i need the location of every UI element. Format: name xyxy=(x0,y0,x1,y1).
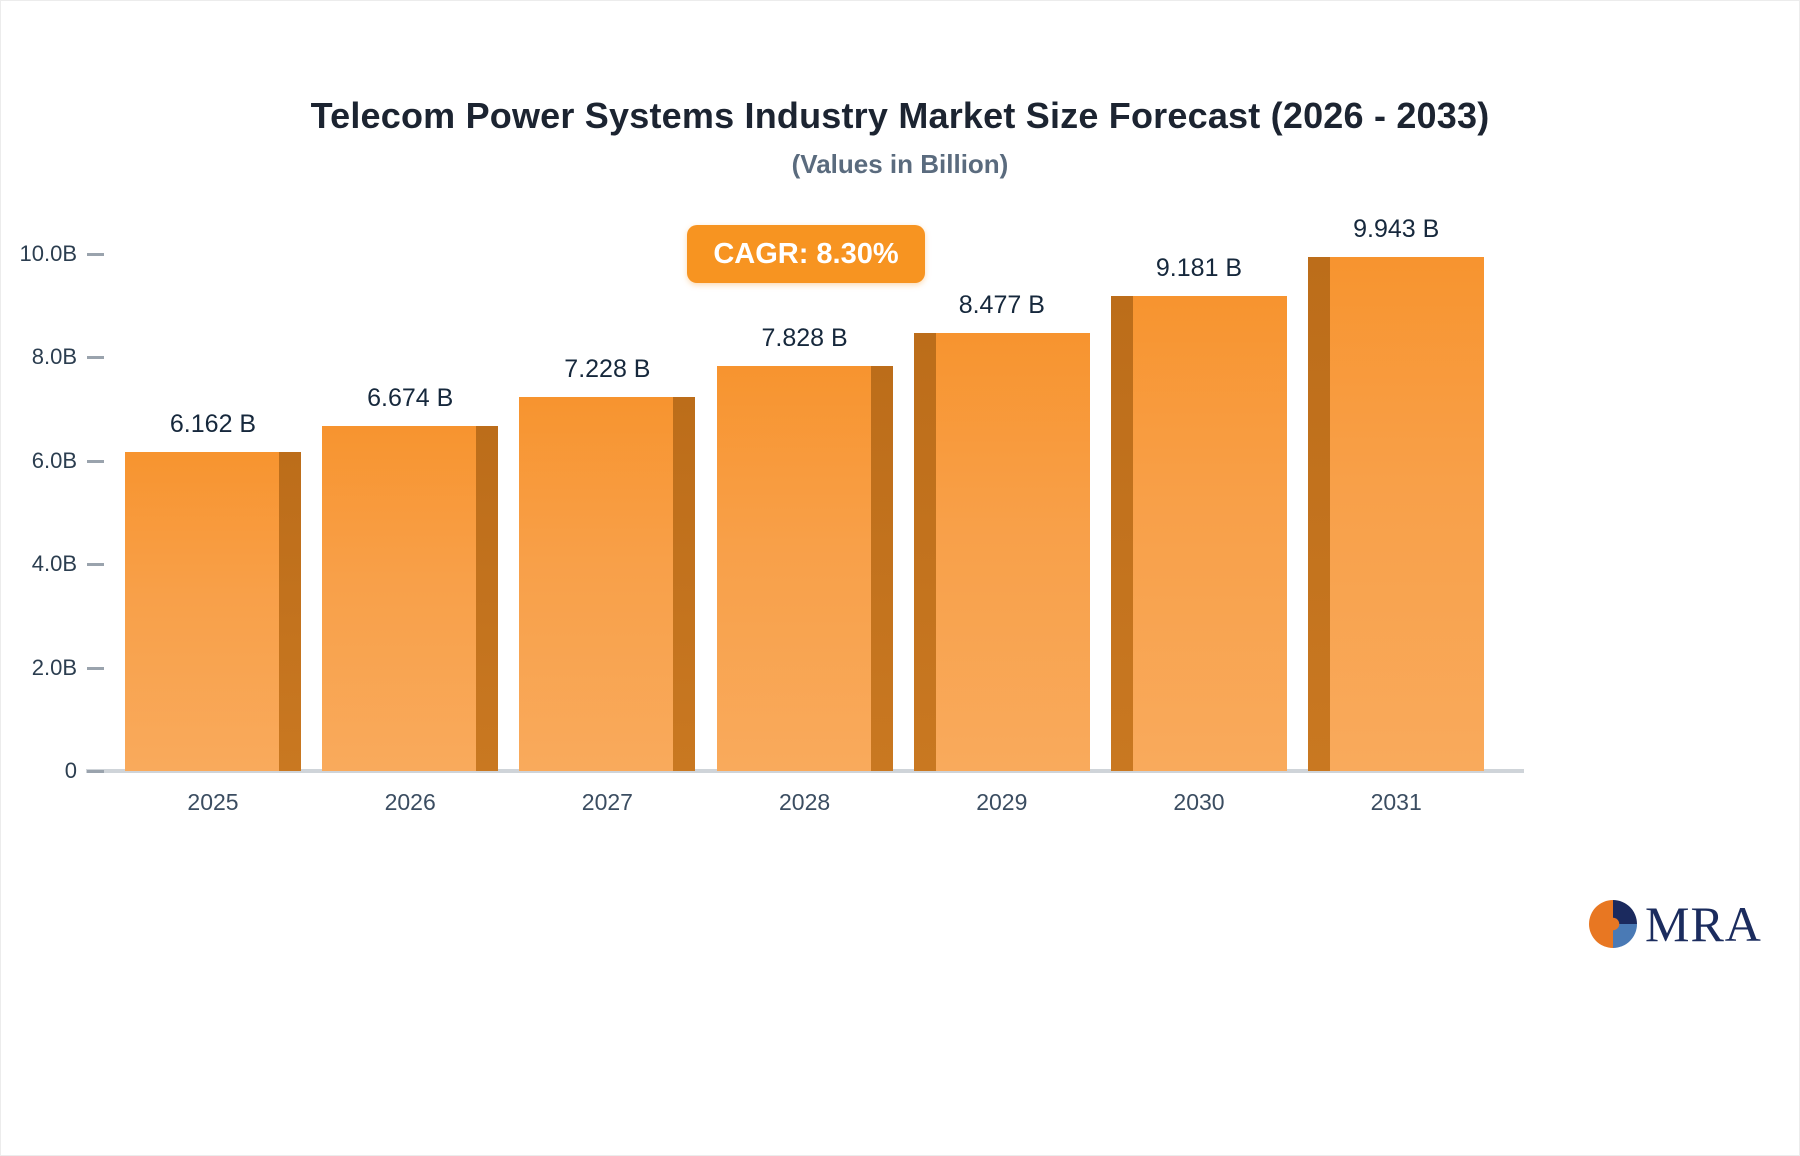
bar-side-shade xyxy=(476,425,499,771)
brand-pie-icon xyxy=(1589,900,1637,948)
chart-title: Telecom Power Systems Industry Market Si… xyxy=(310,95,1490,136)
bar-side-shade xyxy=(913,332,936,771)
bar-face xyxy=(935,332,1090,771)
bar-2030 xyxy=(1111,296,1287,771)
bar-side-shade xyxy=(279,452,301,771)
y-axis-label: 4.0B xyxy=(31,551,77,577)
x-axis-label: 2029 xyxy=(976,789,1028,815)
y-axis-label: 10.0B xyxy=(19,241,78,266)
y-axis-tick xyxy=(87,459,104,463)
brand-name: MRA xyxy=(1645,896,1762,952)
y-axis-tick xyxy=(87,666,104,670)
y-axis-tick xyxy=(87,770,104,773)
cagr-badge-label: CAGR: 8.30% xyxy=(713,237,899,270)
y-axis-label: 0 xyxy=(64,758,77,783)
y-axis-tick xyxy=(87,253,104,256)
bar-value-label: 7.228 B xyxy=(564,355,651,384)
bar-side-shade xyxy=(1308,256,1331,771)
bar-side-shade xyxy=(673,397,696,771)
cagr-badge: CAGR: 8.30% xyxy=(687,225,925,283)
chart-subtitle: (Values in Billion) xyxy=(791,149,1009,179)
bar-value-label: 7.828 B xyxy=(761,324,848,353)
y-axis-label: 6.0B xyxy=(31,447,77,473)
bar-face xyxy=(716,366,871,771)
bar-face xyxy=(1133,296,1287,771)
y-axis-label: 2.0B xyxy=(31,654,77,680)
bar-value-label: 6.674 B xyxy=(367,383,454,412)
x-axis-label: 2031 xyxy=(1370,789,1422,815)
bar-side-shade xyxy=(870,366,893,771)
x-axis-label: 2025 xyxy=(187,789,239,815)
bar-2029 xyxy=(913,332,1090,771)
x-axis-label: 2028 xyxy=(779,789,831,815)
x-axis-label: 2027 xyxy=(581,789,633,815)
x-axis-label: 2026 xyxy=(384,789,436,815)
bar-2031 xyxy=(1308,256,1485,771)
bar-face xyxy=(519,397,674,771)
y-axis-label: 8.0B xyxy=(31,344,77,370)
bar-face xyxy=(1330,256,1485,771)
bar-2026 xyxy=(322,425,499,771)
x-axis-label: 2030 xyxy=(1173,789,1225,815)
bar-2027 xyxy=(519,397,696,771)
bar-value-label: 6.162 B xyxy=(169,410,257,439)
bar-face xyxy=(125,452,279,771)
bar-2025 xyxy=(125,452,301,771)
brand-logo: MRA xyxy=(1589,899,1762,949)
bar-value-label: 8.477 B xyxy=(958,290,1045,319)
x-axis-line xyxy=(86,769,1524,773)
bar-value-label: 9.181 B xyxy=(1155,254,1243,283)
y-axis-tick xyxy=(87,563,104,567)
bar-2028 xyxy=(716,366,893,771)
bar-side-shade xyxy=(1111,296,1133,771)
bar-face xyxy=(322,425,477,771)
y-axis-tick xyxy=(87,356,104,360)
bar-value-label: 9.943 B xyxy=(1353,214,1440,243)
